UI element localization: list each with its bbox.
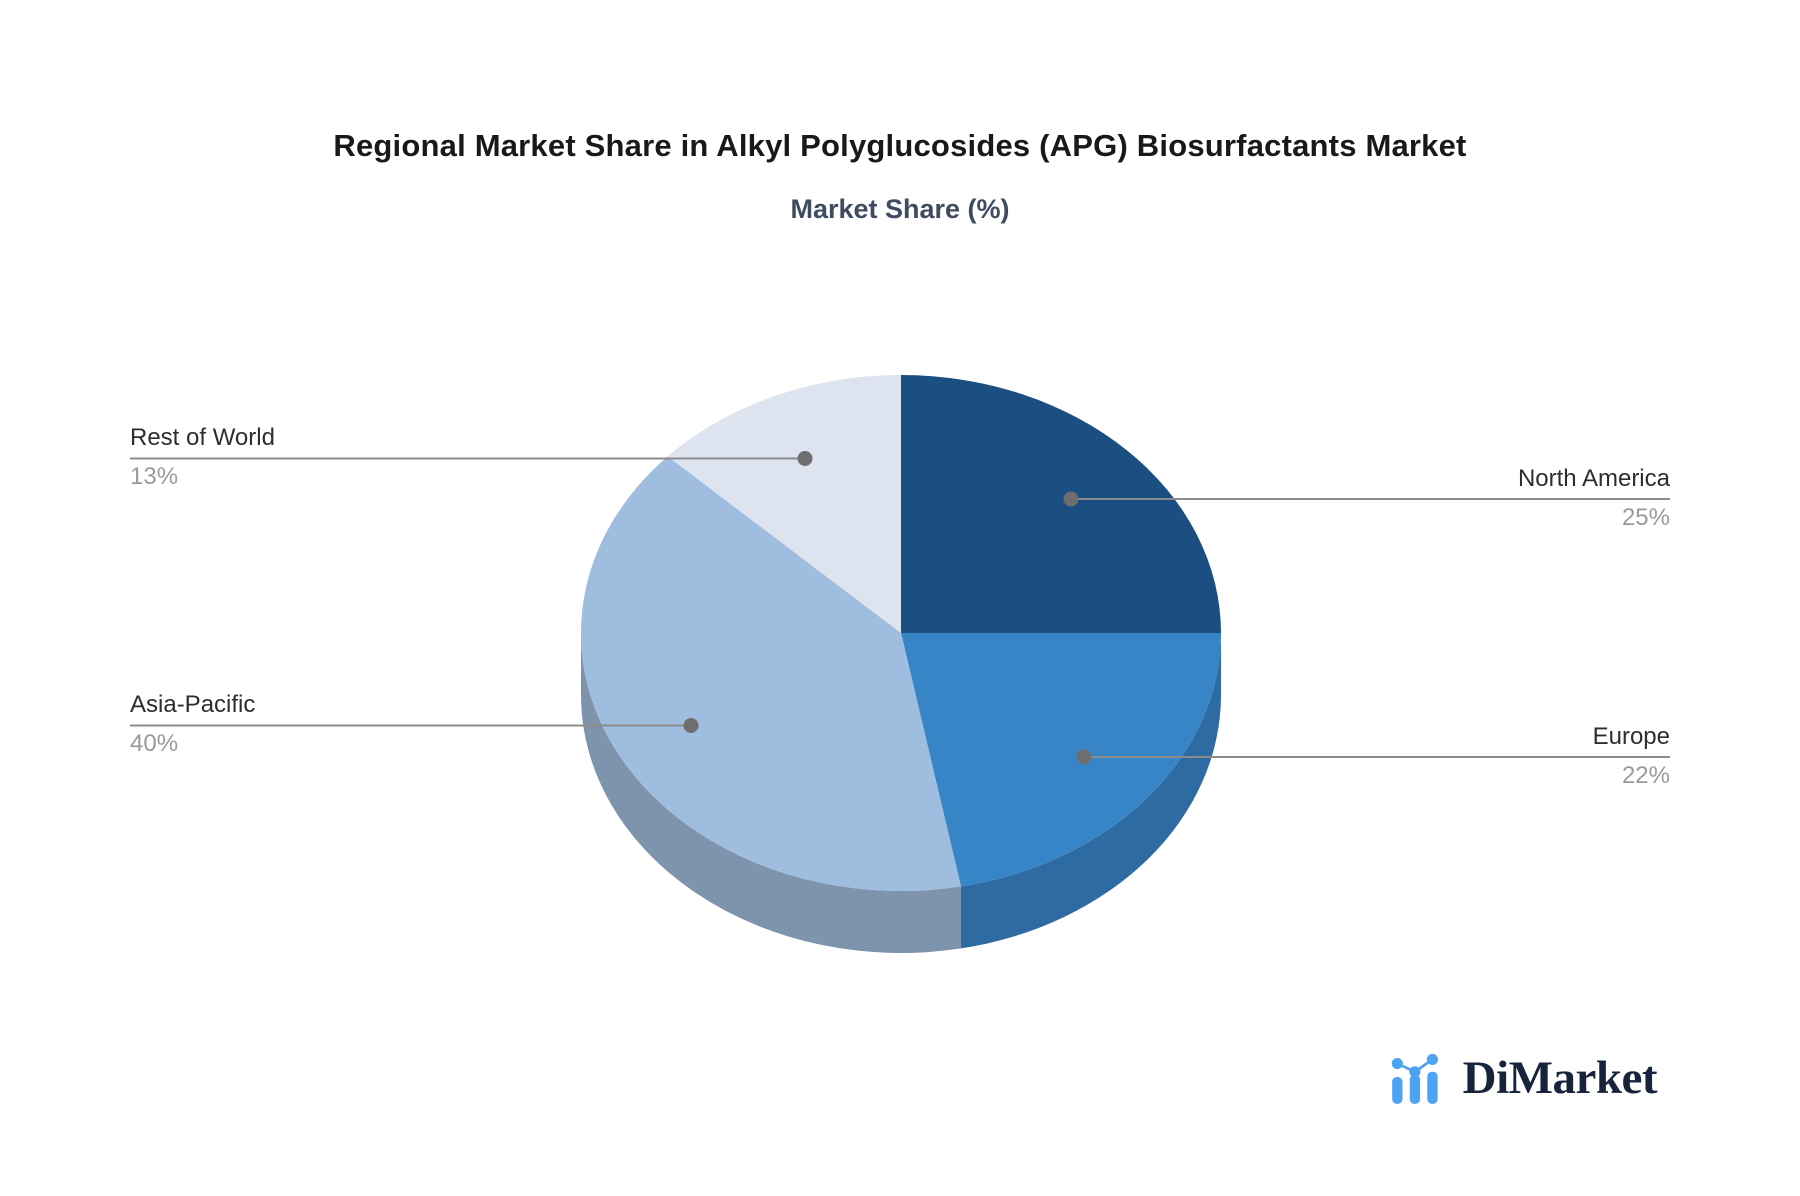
slice-value: 40% [130, 730, 179, 757]
slice-label: Rest of World [130, 424, 275, 451]
chart-title: Regional Market Share in Alkyl Polygluco… [333, 128, 1467, 163]
slice-value: 25% [1621, 504, 1670, 531]
slice-label: Europe [1592, 723, 1670, 750]
chart-subtitle: Market Share (%) [790, 194, 1010, 224]
slice-value: 22% [1621, 762, 1670, 789]
leader-dot-rest-of-world [797, 451, 813, 466]
leader-dot-europe [1076, 749, 1092, 765]
callout-europe: Europe 22% [1593, 722, 1670, 790]
leader-dot-north-america [1063, 491, 1079, 507]
callout-north-america: North America 25% [1518, 464, 1670, 532]
brand-logo: DiMarket [1387, 1042, 1658, 1114]
pie-slice-side-asia-pacific [581, 633, 961, 954]
slice-label: North America [1517, 465, 1670, 492]
leader-dot-asia-pacific [683, 718, 699, 733]
slice-value: 13% [130, 463, 179, 490]
bar-line-chart-icon [1391, 1053, 1438, 1104]
pie-slice-rest-of-world[interactable] [667, 375, 901, 633]
pie-slice-asia-pacific[interactable] [581, 456, 961, 891]
pie-slice-side-europe [960, 633, 1221, 949]
slice-label: Asia-Pacific [130, 691, 256, 718]
callout-asia-pacific: Asia-Pacific 40% [130, 690, 255, 758]
pie-slice-europe[interactable] [901, 633, 1221, 887]
pie-slice-north-america[interactable] [901, 375, 1221, 633]
brand-name: DiMarket [1462, 1052, 1658, 1104]
callout-rest-of-world: Rest of World 13% [130, 423, 275, 491]
